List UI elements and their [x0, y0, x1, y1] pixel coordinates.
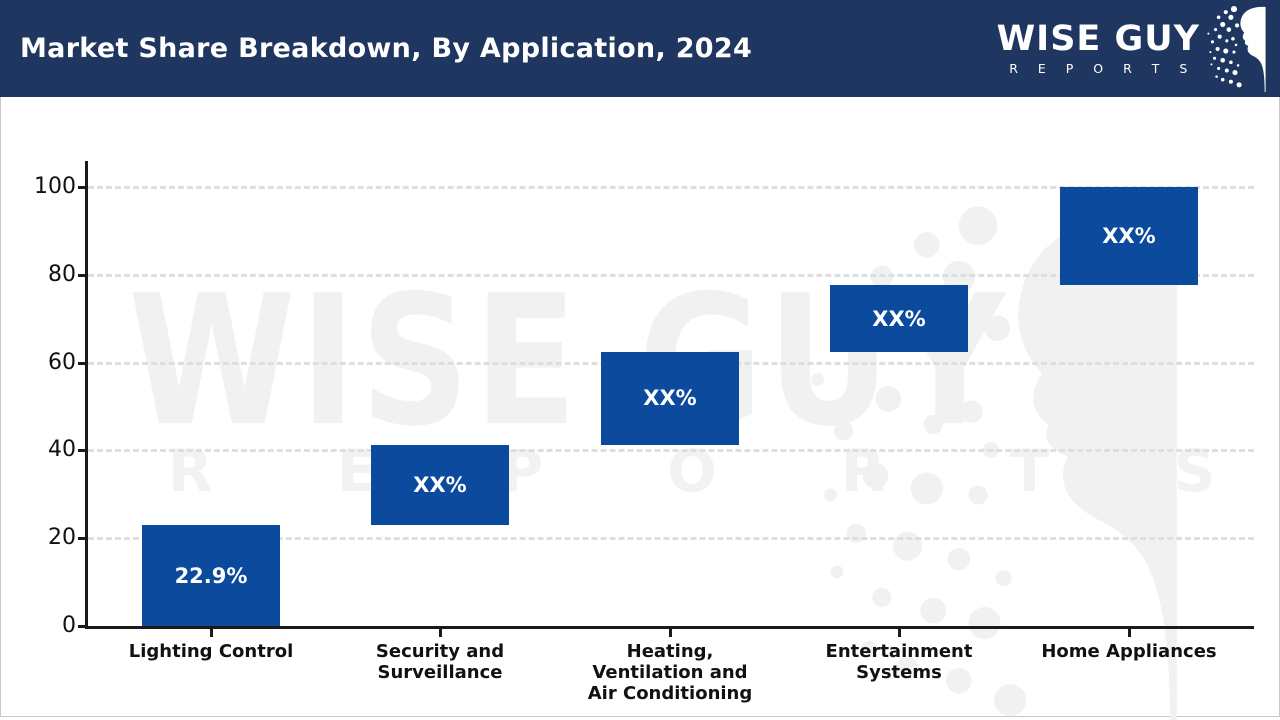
- x-axis-line: [85, 626, 1254, 629]
- page-title: Market Share Breakdown, By Application, …: [20, 33, 753, 64]
- logo-text: WISE GUY R E P O R T S: [996, 18, 1200, 76]
- x-category-label-2: Heating, Ventilation and Air Conditioning: [587, 641, 753, 704]
- gridline-80: [88, 273, 1254, 277]
- y-tick-100: [78, 186, 87, 189]
- x-category-label-0: Lighting Control: [128, 641, 294, 662]
- logo-reports-text: R E P O R T S: [1009, 60, 1196, 76]
- y-tick-label-80: 80: [48, 261, 76, 287]
- bar-value-label: XX%: [872, 306, 926, 331]
- y-tick-40: [78, 449, 87, 453]
- bar-value-label: XX%: [643, 386, 697, 411]
- bar-heating-ventilation-and-air-conditioning: XX%: [601, 352, 739, 445]
- bar-home-appliances: XX%: [1060, 187, 1198, 286]
- y-tick-0: [78, 625, 87, 628]
- x-tick-1: [439, 629, 442, 637]
- bar-lighting-control: 22.9%: [142, 525, 280, 626]
- bar-value-label: XX%: [413, 473, 467, 498]
- x-category-label-3: Entertainment Systems: [825, 641, 973, 683]
- y-tick-label-40: 40: [48, 437, 76, 463]
- y-tick-80: [78, 273, 87, 277]
- logo-dotface-icon: [1204, 5, 1266, 92]
- bar-entertainment-systems: XX%: [830, 285, 968, 353]
- y-tick-label-0: 0: [62, 613, 76, 638]
- y-tick-label-60: 60: [48, 349, 76, 375]
- gridline-100: [88, 186, 1254, 189]
- bar-value-label: 22.9%: [174, 563, 248, 588]
- bar-security-and-surveillance: XX%: [371, 444, 509, 526]
- y-tick-60: [78, 361, 87, 365]
- x-tick-2: [669, 629, 672, 637]
- wise-guy-reports-logo: WISE GUY R E P O R T S: [997, 5, 1280, 92]
- bar-value-label: XX%: [1102, 224, 1156, 249]
- gridline-40: [88, 449, 1254, 453]
- header-bar: Market Share Breakdown, By Application, …: [0, 0, 1280, 97]
- x-tick-0: [210, 629, 213, 637]
- y-axis-line: [85, 160, 88, 629]
- y-tick-20: [78, 537, 87, 541]
- x-tick-4: [1128, 629, 1131, 637]
- x-category-label-1: Security and Surveillance: [375, 641, 505, 683]
- gridline-20: [88, 537, 1254, 541]
- x-tick-3: [898, 629, 901, 637]
- y-tick-label-20: 20: [48, 525, 76, 551]
- logo-wiseguy-text: WISE GUY: [996, 18, 1200, 59]
- y-tick-label-100: 100: [34, 174, 76, 199]
- x-category-label-4: Home Appliances: [1041, 641, 1217, 662]
